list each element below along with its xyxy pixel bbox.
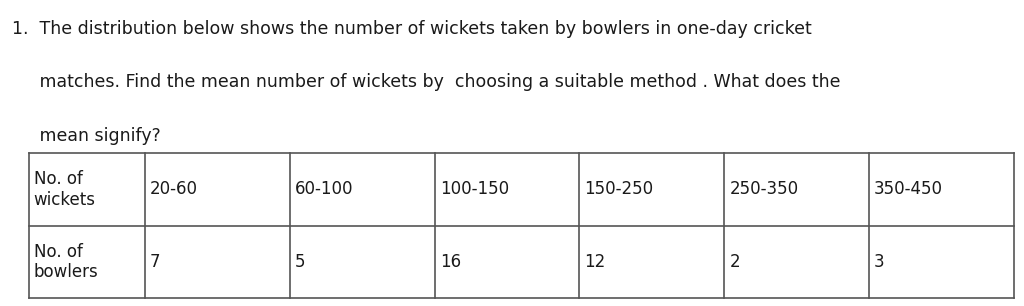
Text: 5: 5 — [295, 253, 305, 271]
Text: 3: 3 — [874, 253, 885, 271]
Text: 2: 2 — [729, 253, 740, 271]
Text: 1.  The distribution below shows the number of wickets taken by bowlers in one-d: 1. The distribution below shows the numb… — [12, 20, 812, 38]
Text: mean signify?: mean signify? — [12, 127, 161, 145]
Text: 250-350: 250-350 — [729, 180, 799, 198]
Text: matches. Find the mean number of wickets by  choosing a suitable method . What d: matches. Find the mean number of wickets… — [12, 73, 841, 91]
Text: No. of
wickets: No. of wickets — [34, 170, 96, 209]
Text: 7: 7 — [151, 253, 161, 271]
Text: 150-250: 150-250 — [585, 180, 653, 198]
Text: No. of
bowlers: No. of bowlers — [34, 243, 98, 282]
Text: 350-450: 350-450 — [874, 180, 943, 198]
Text: 100-150: 100-150 — [439, 180, 509, 198]
Text: 16: 16 — [439, 253, 461, 271]
Text: 20-60: 20-60 — [151, 180, 198, 198]
Text: 60-100: 60-100 — [295, 180, 353, 198]
Text: 12: 12 — [585, 253, 606, 271]
